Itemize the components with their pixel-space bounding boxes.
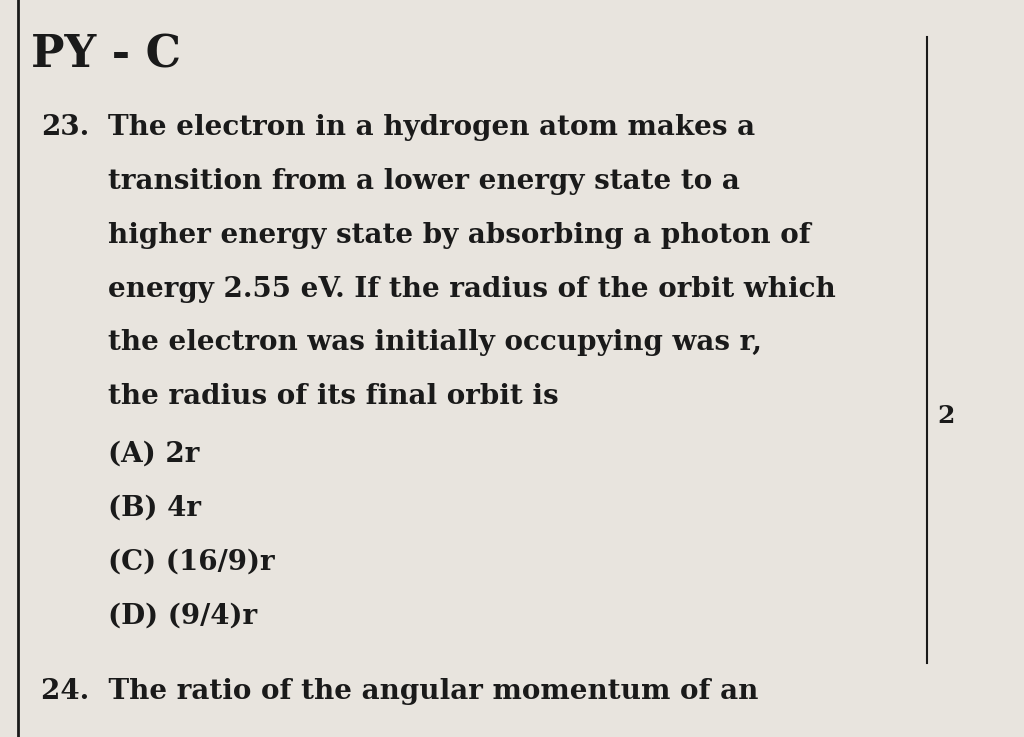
Text: transition from a lower energy state to a: transition from a lower energy state to …: [108, 168, 739, 195]
Text: PY - C: PY - C: [31, 33, 180, 76]
Text: the electron was initially occupying was r,: the electron was initially occupying was…: [108, 329, 762, 357]
Text: the radius of its final orbit is: the radius of its final orbit is: [108, 383, 558, 411]
Text: energy 2.55 eV. If the radius of the orbit which: energy 2.55 eV. If the radius of the orb…: [108, 276, 836, 303]
Text: higher energy state by absorbing a photon of: higher energy state by absorbing a photo…: [108, 222, 810, 249]
Text: 23.: 23.: [41, 114, 89, 142]
Text: The electron in a hydrogen atom makes a: The electron in a hydrogen atom makes a: [108, 114, 755, 142]
Text: 24.  The ratio of the angular momentum of an: 24. The ratio of the angular momentum of…: [41, 678, 759, 705]
Text: 2: 2: [937, 405, 954, 428]
Text: (B) 4r: (B) 4r: [108, 495, 201, 522]
Text: (A) 2r: (A) 2r: [108, 441, 199, 468]
Text: (C) (16/9)r: (C) (16/9)r: [108, 548, 274, 576]
Text: (D) (9/4)r: (D) (9/4)r: [108, 602, 257, 629]
